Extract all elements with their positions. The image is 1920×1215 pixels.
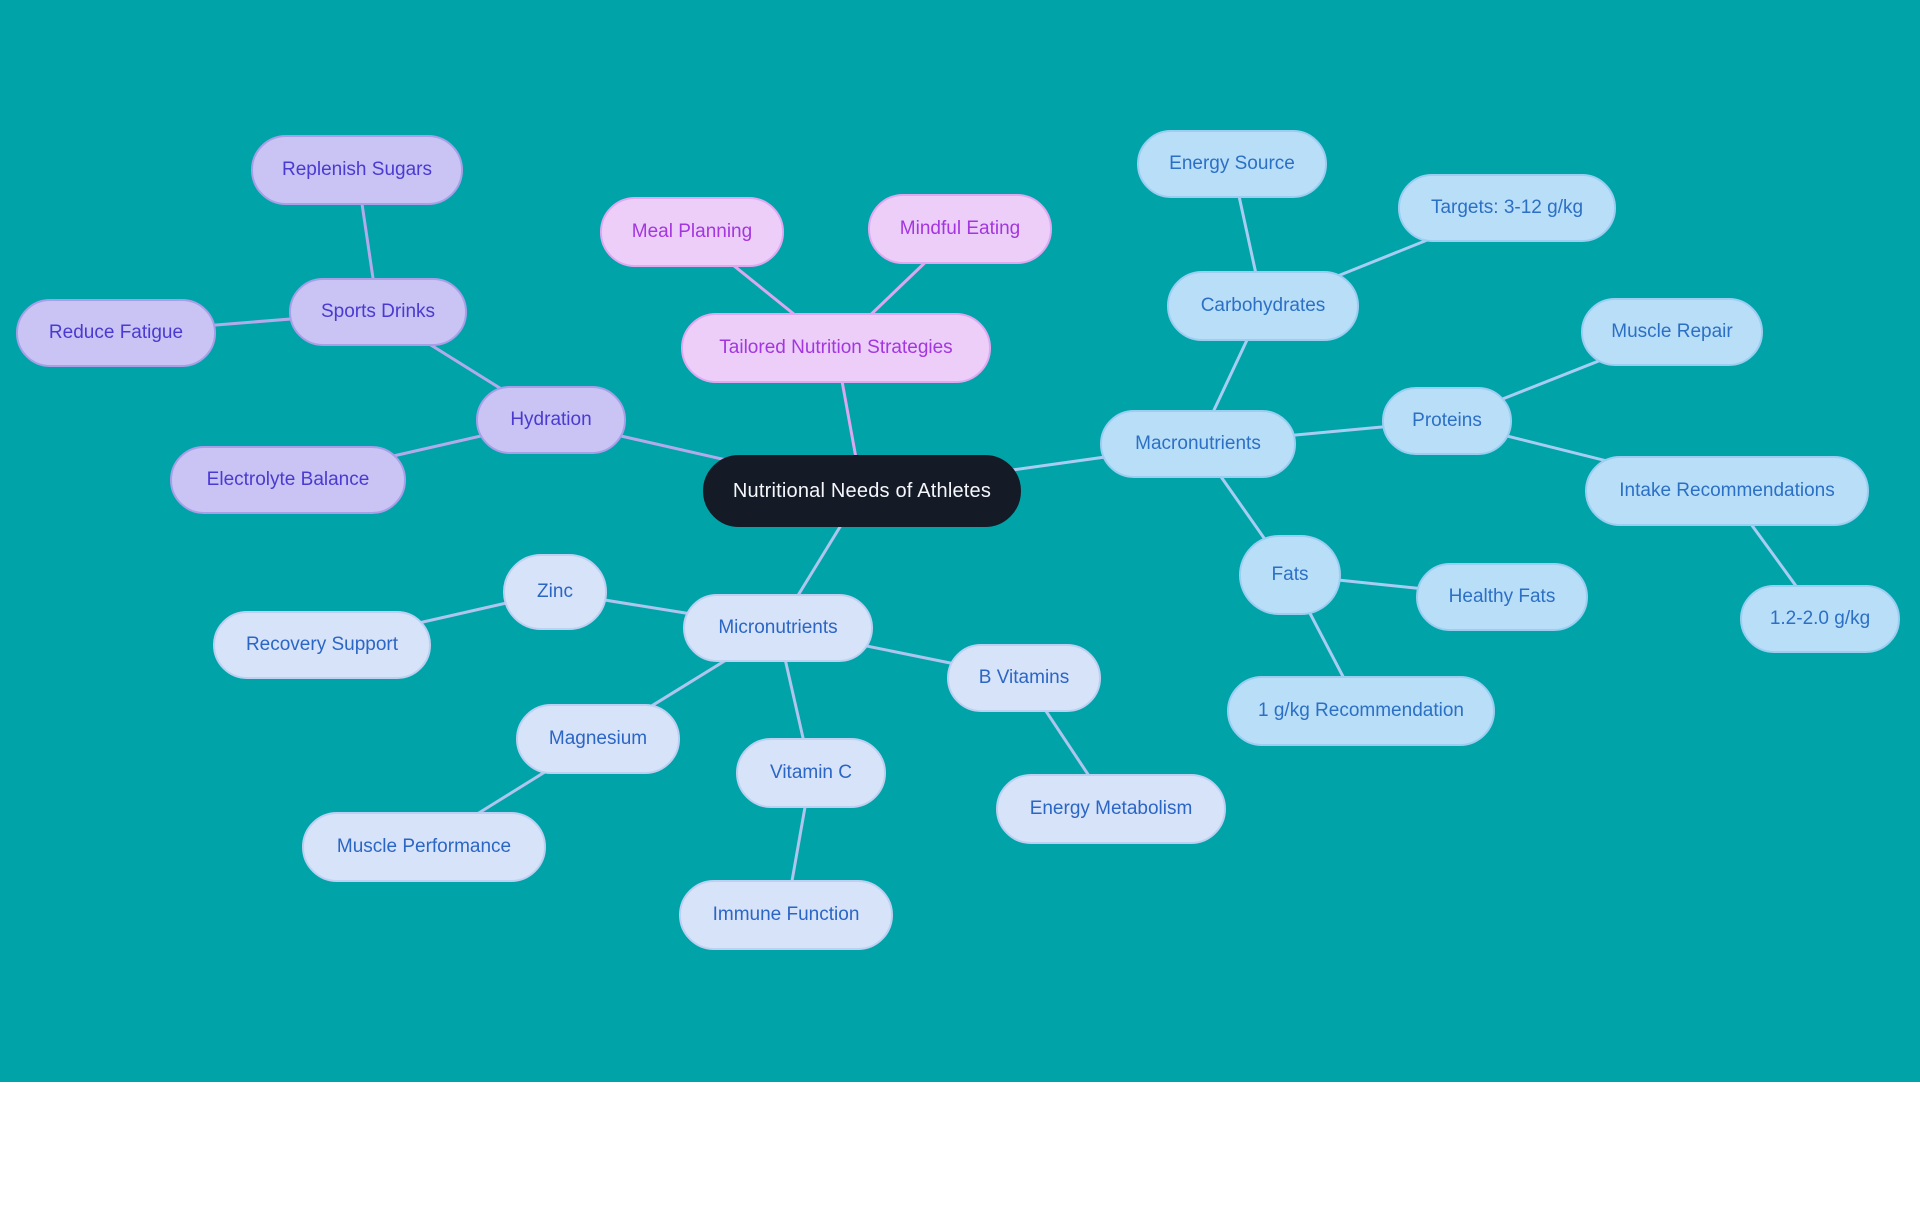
node-b-vitamins[interactable]: B Vitamins [947,644,1101,712]
node-immune-function[interactable]: Immune Function [679,880,893,950]
node-electrolyte-balance[interactable]: Electrolyte Balance [170,446,406,514]
node-protein-range[interactable]: 1.2-2.0 g/kg [1740,585,1900,653]
node-carbohydrates[interactable]: Carbohydrates [1167,271,1359,341]
node-reduce-fatigue[interactable]: Reduce Fatigue [16,299,216,367]
node-central[interactable]: Nutritional Needs of Athletes [703,455,1021,527]
footer-strip [0,1082,1920,1215]
node-replenish-sugars[interactable]: Replenish Sugars [251,135,463,205]
node-sports-drinks[interactable]: Sports Drinks [289,278,467,346]
node-mindful-eating[interactable]: Mindful Eating [868,194,1052,264]
node-micronutrients[interactable]: Micronutrients [683,594,873,662]
node-vitamin-c[interactable]: Vitamin C [736,738,886,808]
mindmap-canvas[interactable]: Nutritional Needs of Athletes Hydration Sp… [0,0,1920,1082]
node-healthy-fats[interactable]: Healthy Fats [1416,563,1588,631]
node-muscle-performance[interactable]: Muscle Performance [302,812,546,882]
node-macronutrients[interactable]: Macronutrients [1100,410,1296,478]
node-magnesium[interactable]: Magnesium [516,704,680,774]
node-tailored[interactable]: Tailored Nutrition Strategies [681,313,991,383]
node-targets-3-12[interactable]: Targets: 3-12 g/kg [1398,174,1616,242]
node-energy-source[interactable]: Energy Source [1137,130,1327,198]
node-one-g-recommendation[interactable]: 1 g/kg Recommendation [1227,676,1495,746]
node-fats[interactable]: Fats [1239,535,1341,615]
node-intake-recommendations[interactable]: Intake Recommendations [1585,456,1869,526]
node-hydration[interactable]: Hydration [476,386,626,454]
node-zinc[interactable]: Zinc [503,554,607,630]
node-muscle-repair[interactable]: Muscle Repair [1581,298,1763,366]
node-proteins[interactable]: Proteins [1382,387,1512,455]
node-energy-metabolism[interactable]: Energy Metabolism [996,774,1226,844]
node-recovery-support[interactable]: Recovery Support [213,611,431,679]
node-meal-planning[interactable]: Meal Planning [600,197,784,267]
